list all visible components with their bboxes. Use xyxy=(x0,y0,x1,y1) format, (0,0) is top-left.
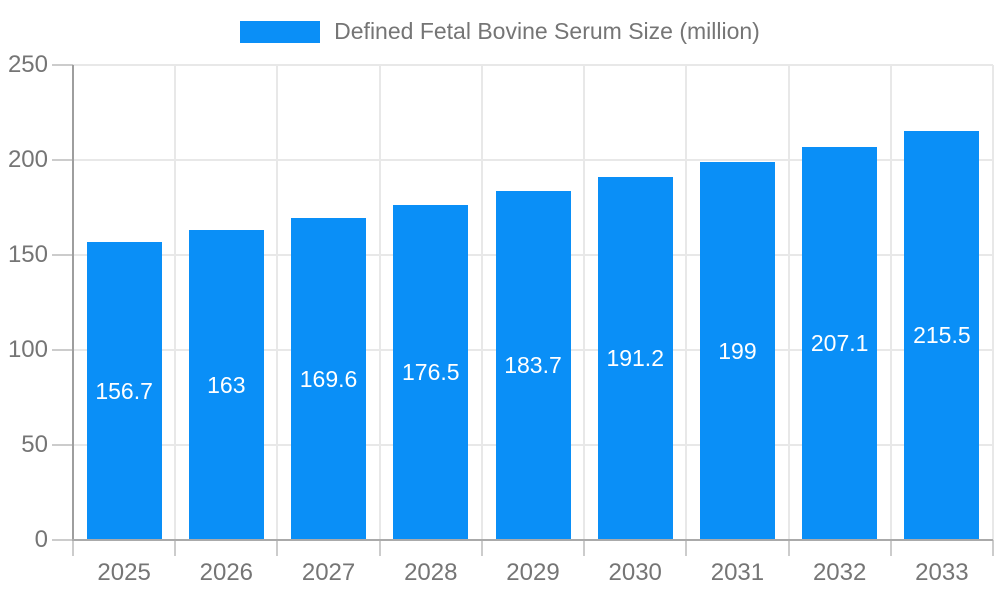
x-axis-label: 2028 xyxy=(404,559,458,586)
x-axis-label: 2031 xyxy=(710,559,765,586)
x-axis-label: 2030 xyxy=(608,559,662,586)
gridline-vertical xyxy=(787,65,790,540)
bar-value-label: 199 xyxy=(718,337,757,364)
bar[interactable]: 191.2 xyxy=(597,176,673,540)
legend-item[interactable]: Defined Fetal Bovine Serum Size (million… xyxy=(0,18,1000,45)
bar-value-label: 163 xyxy=(207,372,246,399)
gridline-vertical xyxy=(889,65,892,540)
bar[interactable]: 199 xyxy=(699,161,775,540)
gridline-vertical xyxy=(480,65,483,540)
bar[interactable]: 176.5 xyxy=(393,204,469,540)
gridline-vertical xyxy=(992,65,994,540)
bar-value-label: 215.5 xyxy=(913,322,971,349)
bar-value-label: 156.7 xyxy=(95,378,153,405)
bar[interactable]: 156.7 xyxy=(86,242,162,540)
y-axis-tick xyxy=(52,444,73,446)
x-axis-label: 2032 xyxy=(812,559,867,586)
bar[interactable]: 207.1 xyxy=(802,146,878,540)
x-axis-label: 2026 xyxy=(199,559,254,586)
bar[interactable]: 215.5 xyxy=(904,130,980,540)
x-axis-tick xyxy=(787,540,790,556)
y-axis-label: 0 xyxy=(34,526,48,553)
x-axis-tick xyxy=(276,540,279,556)
y-axis-tick xyxy=(52,64,73,66)
legend-swatch xyxy=(240,20,321,43)
bar-value-label: 169.6 xyxy=(299,365,358,392)
gridline-vertical xyxy=(174,65,177,540)
bar-value-label: 183.7 xyxy=(504,352,562,379)
x-axis-tick xyxy=(480,540,483,556)
x-axis-tick xyxy=(992,540,994,556)
bar-value-label: 207.1 xyxy=(810,330,869,357)
gridline-vertical xyxy=(583,65,586,540)
y-axis-tick xyxy=(52,159,73,161)
y-axis-tick xyxy=(52,349,73,351)
x-axis-tick xyxy=(685,540,688,556)
y-axis-label: 100 xyxy=(7,336,48,363)
x-axis-tick xyxy=(174,540,177,556)
bar[interactable]: 183.7 xyxy=(495,190,571,540)
x-axis-tick xyxy=(72,540,74,556)
x-axis-tick xyxy=(583,540,586,556)
x-axis-label: 2027 xyxy=(301,559,356,586)
gridline-vertical xyxy=(378,65,381,540)
bar[interactable]: 163 xyxy=(188,230,264,540)
y-axis-label: 150 xyxy=(7,241,48,268)
y-axis-label: 250 xyxy=(7,51,48,78)
x-axis-tick xyxy=(378,540,381,556)
bar[interactable]: 169.6 xyxy=(291,217,367,540)
gridline-vertical xyxy=(685,65,688,540)
y-axis-label: 200 xyxy=(7,146,48,173)
legend-label: Defined Fetal Bovine Serum Size (million… xyxy=(334,18,760,44)
gridline-horizontal xyxy=(73,159,993,161)
x-axis-tick xyxy=(889,540,892,556)
bar-value-label: 191.2 xyxy=(606,345,664,372)
x-axis-label: 2029 xyxy=(506,559,560,586)
x-axis-line xyxy=(72,539,993,541)
y-axis-tick xyxy=(52,539,73,541)
gridline-vertical xyxy=(276,65,279,540)
x-axis-label: 2033 xyxy=(915,559,969,586)
x-axis-label: 2025 xyxy=(97,559,151,586)
y-axis-tick xyxy=(52,254,73,256)
y-axis-line xyxy=(72,65,74,540)
bar-value-label: 176.5 xyxy=(401,359,460,386)
y-axis-label: 50 xyxy=(21,431,48,458)
gridline-horizontal xyxy=(73,64,993,66)
